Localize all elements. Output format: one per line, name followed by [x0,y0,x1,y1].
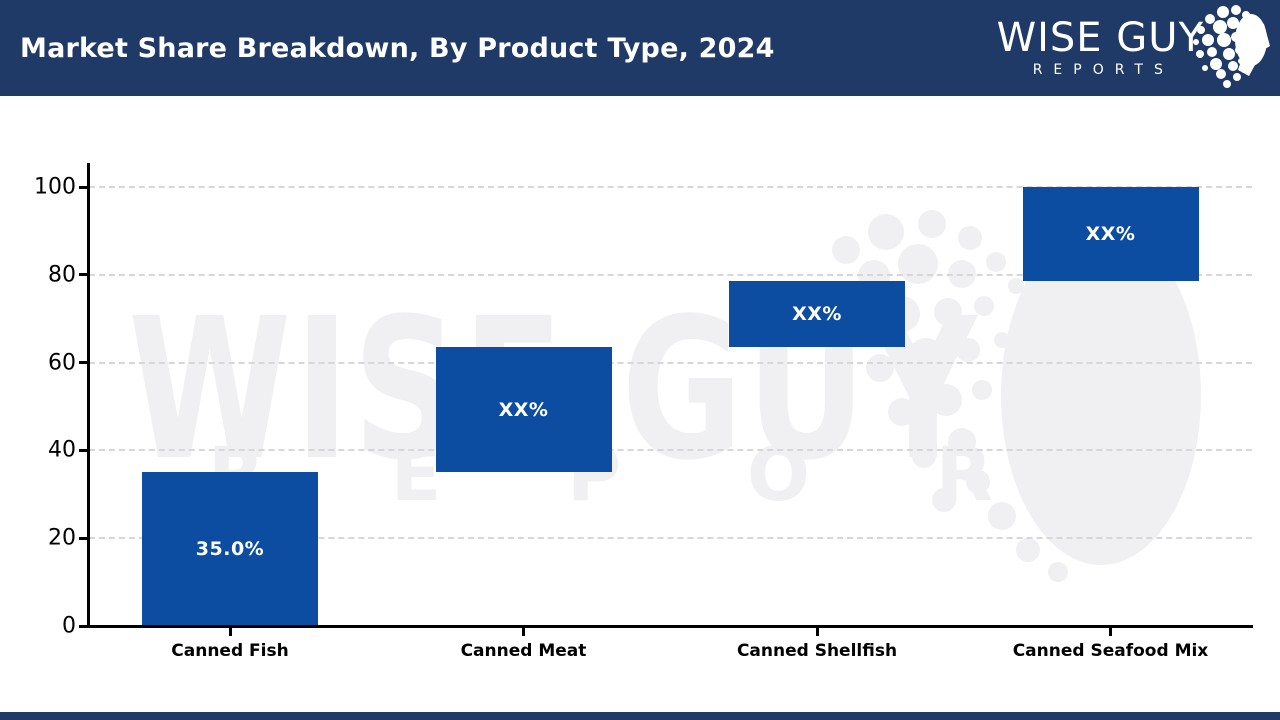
category-label-0: Canned Fish [171,641,289,661]
gridline-40 [89,449,1252,452]
category-label-2: Canned Shellfish [736,641,898,661]
logo-text: WISE GUY REPORTS [997,18,1204,78]
y-tick-label-40: 40 [48,437,76,463]
y-tick-0 [79,624,87,628]
y-tick-20 [79,536,87,540]
x-tick-1 [522,628,525,636]
x-tick-3 [1109,628,1112,636]
dotted-head-icon [1193,5,1270,88]
y-tick-80 [79,273,87,277]
y-tick-label-60: 60 [48,350,76,376]
logo-subtitle: REPORTS [1032,62,1174,78]
y-tick-label-80: 80 [48,262,76,288]
y-tick-label-0: 0 [62,613,76,639]
wise-guy-reports-logo: WISE GUY REPORTS [997,4,1280,92]
x-tick-2 [815,628,819,636]
x-axis-line [87,625,1253,628]
bar-canned-fish: 35.0% [142,472,318,626]
bar-value-label: XX% [1085,223,1136,246]
page-title: Market Share Breakdown, By Product Type,… [20,32,775,64]
category-label-3: Canned Seafood Mix [1012,641,1209,661]
gridline-100 [89,186,1252,188]
bar-value-label: XX% [498,398,549,421]
x-tick-0 [228,628,232,636]
bar-canned-meat: XX% [435,347,612,473]
y-tick-label-20: 20 [48,525,76,551]
bar-value-label: 35.0% [195,538,265,561]
y-tick-60 [79,361,87,365]
header-bar: Market Share Breakdown, By Product Type,… [0,0,1280,96]
gridline-20 [89,537,1252,540]
y-tick-label-100: 100 [34,174,76,200]
y-tick-40 [79,448,87,452]
bar-value-label: XX% [792,303,842,326]
bar-canned-seafood-mix: XX% [1022,187,1199,282]
footer-accent-bar [0,712,1280,720]
gridline-80 [89,273,1252,276]
category-label-1: Canned Meat [460,641,587,661]
logo-wordmark: WISE GUY [996,15,1204,61]
bar-canned-shellfish: XX% [729,281,905,348]
y-tick-100 [79,185,87,189]
gridline-60 [89,361,1252,364]
y-axis-line [87,163,90,628]
